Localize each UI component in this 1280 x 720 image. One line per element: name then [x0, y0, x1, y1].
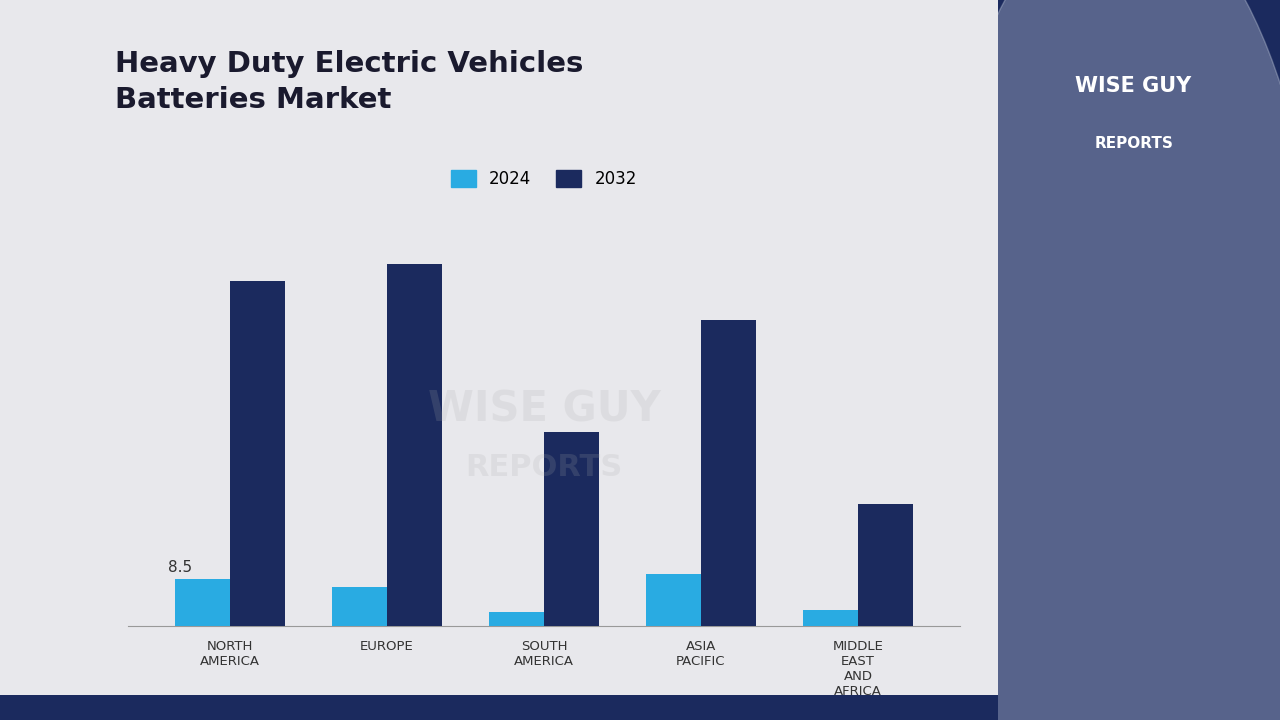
Bar — [646, 574, 701, 626]
Text: REPORTS: REPORTS — [466, 453, 622, 482]
Bar — [701, 320, 756, 626]
Bar — [230, 282, 285, 626]
Text: REPORTS: REPORTS — [1094, 137, 1172, 151]
Legend: 2024, 2032: 2024, 2032 — [444, 163, 644, 194]
Bar — [489, 613, 544, 626]
Circle shape — [923, 0, 1280, 720]
Text: Heavy Duty Electric Vehicles
Batteries Market: Heavy Duty Electric Vehicles Batteries M… — [115, 50, 584, 114]
Text: 8.5: 8.5 — [168, 559, 192, 575]
Bar — [544, 431, 599, 626]
Text: WISE GUY: WISE GUY — [1075, 76, 1192, 96]
Bar — [858, 504, 913, 626]
Bar — [175, 579, 230, 626]
Text: WISE GUY: WISE GUY — [428, 388, 660, 431]
Bar — [387, 264, 442, 626]
Bar — [803, 610, 858, 626]
Bar — [332, 588, 387, 626]
